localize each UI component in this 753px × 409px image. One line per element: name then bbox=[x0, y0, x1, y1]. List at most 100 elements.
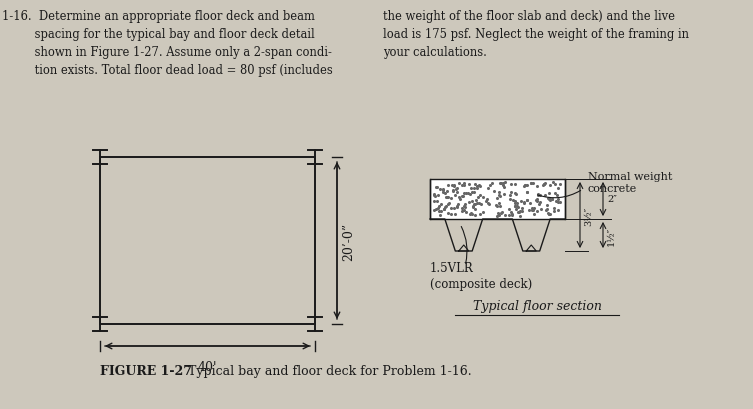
Point bbox=[471, 185, 483, 191]
Point bbox=[445, 211, 457, 218]
Point bbox=[453, 201, 465, 208]
Point bbox=[483, 182, 495, 189]
Point bbox=[480, 198, 492, 204]
Point bbox=[538, 181, 550, 187]
Point bbox=[443, 202, 455, 208]
Point bbox=[552, 207, 564, 213]
Point bbox=[521, 189, 533, 196]
Point bbox=[521, 182, 533, 189]
Text: 40': 40' bbox=[198, 360, 218, 373]
Point bbox=[486, 180, 498, 187]
Point bbox=[466, 189, 478, 196]
Point bbox=[530, 198, 542, 204]
Point bbox=[491, 203, 503, 209]
Point bbox=[518, 201, 530, 207]
Point bbox=[528, 205, 540, 211]
Point bbox=[438, 207, 450, 213]
Text: tion exists. Total floor dead load = 80 psf (includes: tion exists. Total floor dead load = 80 … bbox=[2, 64, 333, 77]
Point bbox=[456, 208, 468, 215]
Text: load is 175 psf. Neglect the weight of the framing in: load is 175 psf. Neglect the weight of t… bbox=[383, 28, 689, 41]
Point bbox=[441, 188, 453, 194]
Point bbox=[465, 191, 477, 198]
Point bbox=[447, 188, 459, 194]
Point bbox=[474, 211, 486, 218]
Point bbox=[459, 204, 471, 211]
Point bbox=[543, 211, 555, 218]
Point bbox=[469, 182, 481, 188]
Point bbox=[463, 199, 475, 205]
Point bbox=[466, 198, 478, 204]
Text: your calculations.: your calculations. bbox=[383, 46, 487, 59]
Point bbox=[544, 197, 556, 203]
Point bbox=[508, 199, 520, 205]
Point bbox=[439, 204, 451, 211]
Point bbox=[445, 195, 457, 202]
Point bbox=[469, 206, 481, 213]
Point bbox=[465, 210, 477, 217]
Point bbox=[456, 206, 468, 212]
Point bbox=[468, 201, 480, 208]
Point bbox=[449, 192, 461, 199]
Point bbox=[492, 210, 504, 216]
Point bbox=[550, 190, 562, 197]
Text: shown in Figure 1-27. Assume only a 2-span condi-: shown in Figure 1-27. Assume only a 2-sp… bbox=[2, 46, 332, 59]
Point bbox=[511, 203, 523, 210]
Point bbox=[526, 208, 538, 214]
Point bbox=[467, 204, 479, 211]
Point bbox=[508, 197, 520, 204]
Point bbox=[550, 198, 562, 205]
Point bbox=[548, 205, 560, 211]
Point bbox=[491, 213, 503, 219]
Text: Typical floor section: Typical floor section bbox=[473, 299, 602, 312]
Point bbox=[509, 181, 521, 187]
Point bbox=[483, 201, 495, 208]
Point bbox=[473, 182, 485, 189]
Point bbox=[471, 201, 483, 207]
Point bbox=[470, 198, 482, 204]
Point bbox=[435, 201, 447, 207]
Point bbox=[451, 203, 463, 210]
Text: Typical bay and floor deck for Problem 1-16.: Typical bay and floor deck for Problem 1… bbox=[180, 364, 471, 377]
Point bbox=[554, 182, 566, 188]
Text: FIGURE 1-27: FIGURE 1-27 bbox=[100, 364, 192, 377]
Point bbox=[448, 182, 460, 189]
Point bbox=[448, 183, 460, 190]
Point bbox=[460, 190, 472, 197]
Point bbox=[447, 188, 459, 195]
Point bbox=[526, 180, 538, 187]
Point bbox=[437, 206, 450, 213]
Point bbox=[498, 180, 511, 186]
Point bbox=[514, 208, 526, 214]
Text: 20’-0”: 20’-0” bbox=[342, 222, 355, 260]
Point bbox=[543, 196, 555, 202]
Point bbox=[469, 212, 481, 219]
Point bbox=[542, 210, 554, 217]
Point bbox=[495, 180, 507, 187]
Point bbox=[498, 184, 510, 191]
Point bbox=[460, 209, 472, 216]
Point bbox=[448, 205, 460, 211]
Point bbox=[543, 211, 555, 218]
Point bbox=[544, 183, 556, 189]
Point bbox=[511, 200, 523, 207]
Point bbox=[554, 199, 566, 206]
Point bbox=[495, 210, 508, 216]
Point bbox=[428, 192, 440, 198]
Point bbox=[505, 209, 517, 216]
Point bbox=[488, 189, 500, 195]
Point bbox=[531, 183, 543, 190]
Point bbox=[450, 204, 462, 210]
Point bbox=[456, 183, 468, 189]
Point bbox=[538, 193, 550, 199]
Point bbox=[534, 192, 546, 198]
Point bbox=[503, 207, 515, 213]
Point bbox=[473, 200, 485, 207]
Point bbox=[529, 211, 541, 217]
Point bbox=[481, 196, 493, 203]
Text: 2″: 2″ bbox=[607, 195, 617, 204]
Point bbox=[482, 185, 494, 192]
Point bbox=[532, 201, 544, 207]
Point bbox=[495, 193, 507, 200]
Text: 3½″: 3½″ bbox=[584, 206, 593, 225]
Point bbox=[504, 212, 516, 218]
